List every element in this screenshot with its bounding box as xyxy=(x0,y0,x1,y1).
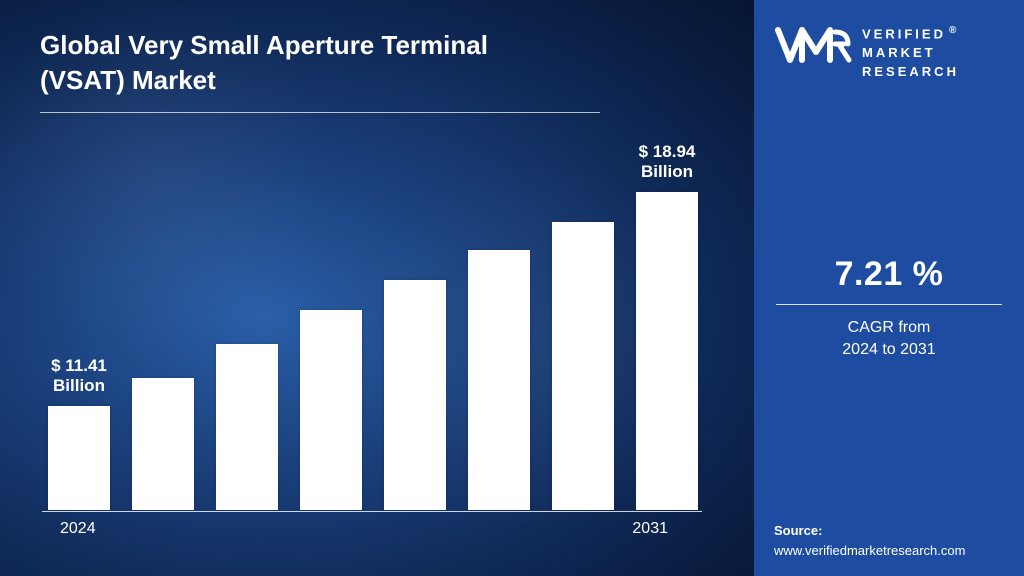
source-url: www.verifiedmarketresearch.com xyxy=(774,541,965,561)
cagr-sub-line1: CAGR from xyxy=(848,319,931,336)
source-label: Source: xyxy=(774,521,965,541)
bar-2031: $ 18.94Billion xyxy=(636,192,698,510)
chart-panel: Global Very Small Aperture Terminal (VSA… xyxy=(0,0,754,576)
chart-title: Global Very Small Aperture Terminal (VSA… xyxy=(40,28,560,98)
logo: VERIFIED® MARKET RESEARCH xyxy=(774,22,1004,82)
bar-2024: $ 11.41Billion xyxy=(48,406,110,510)
logo-line1: VERIFIED xyxy=(862,26,946,41)
bar-2030 xyxy=(552,222,614,510)
cagr-value: 7.21 % xyxy=(774,255,1004,294)
source-block: Source: www.verifiedmarketresearch.com xyxy=(774,521,965,560)
bar-2025 xyxy=(132,378,194,510)
cagr-block: 7.21 % CAGR from 2024 to 2031 xyxy=(774,255,1004,362)
cagr-sub-line2: 2024 to 2031 xyxy=(842,341,935,358)
bars-container: $ 11.41Billion $ 18.94Billion xyxy=(48,170,708,510)
bar-2029 xyxy=(468,250,530,510)
info-panel: VERIFIED® MARKET RESEARCH 7.21 % CAGR fr… xyxy=(754,0,1024,576)
bar-label-last: $ 18.94Billion xyxy=(639,142,696,183)
logo-line3: RESEARCH xyxy=(862,64,959,79)
bar-2027 xyxy=(300,310,362,510)
title-underline xyxy=(40,112,600,113)
bar-2028 xyxy=(384,280,446,510)
vmr-logo-icon xyxy=(774,22,852,74)
bar-chart: $ 11.41Billion $ 18.94Billion 2024 2031 xyxy=(48,160,708,540)
logo-text: VERIFIED® MARKET RESEARCH xyxy=(862,22,959,82)
cagr-subtitle: CAGR from 2024 to 2031 xyxy=(774,317,1004,362)
x-axis-line xyxy=(42,511,702,512)
bar-label-first: $ 11.41Billion xyxy=(51,356,107,397)
first-value-label: $ 11.41Billion xyxy=(51,356,107,395)
cagr-divider xyxy=(776,304,1002,305)
x-axis-start-label: 2024 xyxy=(60,520,96,538)
logo-line2: MARKET xyxy=(862,45,936,60)
registered-mark: ® xyxy=(949,25,959,36)
last-value-label: $ 18.94Billion xyxy=(639,142,696,181)
bar-2026 xyxy=(216,344,278,510)
x-axis-end-label: 2031 xyxy=(632,520,668,538)
